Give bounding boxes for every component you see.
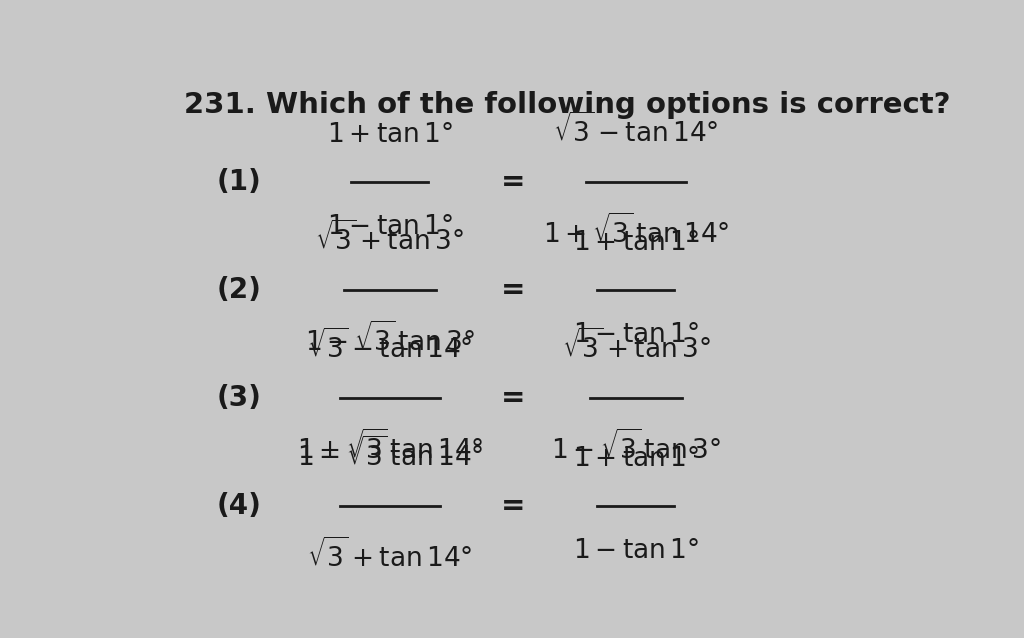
Text: $1+\sqrt{3}\,\tan 14°$: $1+\sqrt{3}\,\tan 14°$ xyxy=(543,214,729,249)
Text: (4): (4) xyxy=(217,493,261,521)
Text: $1+\tan 1°$: $1+\tan 1°$ xyxy=(572,446,699,472)
Text: (1): (1) xyxy=(217,168,261,196)
Text: $1+\sqrt{3}\,\tan 14°$: $1+\sqrt{3}\,\tan 14°$ xyxy=(297,430,483,465)
Text: $1-\sqrt{3}\,\tan 3°$: $1-\sqrt{3}\,\tan 3°$ xyxy=(551,430,721,465)
Text: $1-\tan 1°$: $1-\tan 1°$ xyxy=(327,214,453,240)
Text: $\sqrt{3}+\tan 3°$: $\sqrt{3}+\tan 3°$ xyxy=(561,329,711,364)
Text: $1-\tan 1°$: $1-\tan 1°$ xyxy=(572,538,699,565)
Text: =: = xyxy=(501,276,525,304)
Text: =: = xyxy=(501,168,525,196)
Text: $1-\sqrt{3}\,\tan 3°$: $1-\sqrt{3}\,\tan 3°$ xyxy=(305,322,475,357)
Text: $\sqrt{3}+\tan 14°$: $\sqrt{3}+\tan 14°$ xyxy=(307,538,473,573)
Text: $1+\tan 1°$: $1+\tan 1°$ xyxy=(572,230,699,256)
Text: =: = xyxy=(501,493,525,521)
Text: (3): (3) xyxy=(217,384,261,412)
Text: (2): (2) xyxy=(217,276,261,304)
Text: =: = xyxy=(501,384,525,412)
Text: $1+\tan 1°$: $1+\tan 1°$ xyxy=(327,122,453,148)
Text: $1-\sqrt{3}\,\tan 14°$: $1-\sqrt{3}\,\tan 14°$ xyxy=(297,437,483,472)
Text: $\sqrt{3}+\tan 3°$: $\sqrt{3}+\tan 3°$ xyxy=(315,221,464,256)
Text: 231. Which of the following options is correct?: 231. Which of the following options is c… xyxy=(183,91,950,119)
Text: $\sqrt{3}-\tan 14°$: $\sqrt{3}-\tan 14°$ xyxy=(553,113,719,148)
Text: $1-\tan 1°$: $1-\tan 1°$ xyxy=(572,322,699,348)
Text: $\sqrt{3}-\tan 14°$: $\sqrt{3}-\tan 14°$ xyxy=(307,329,473,364)
